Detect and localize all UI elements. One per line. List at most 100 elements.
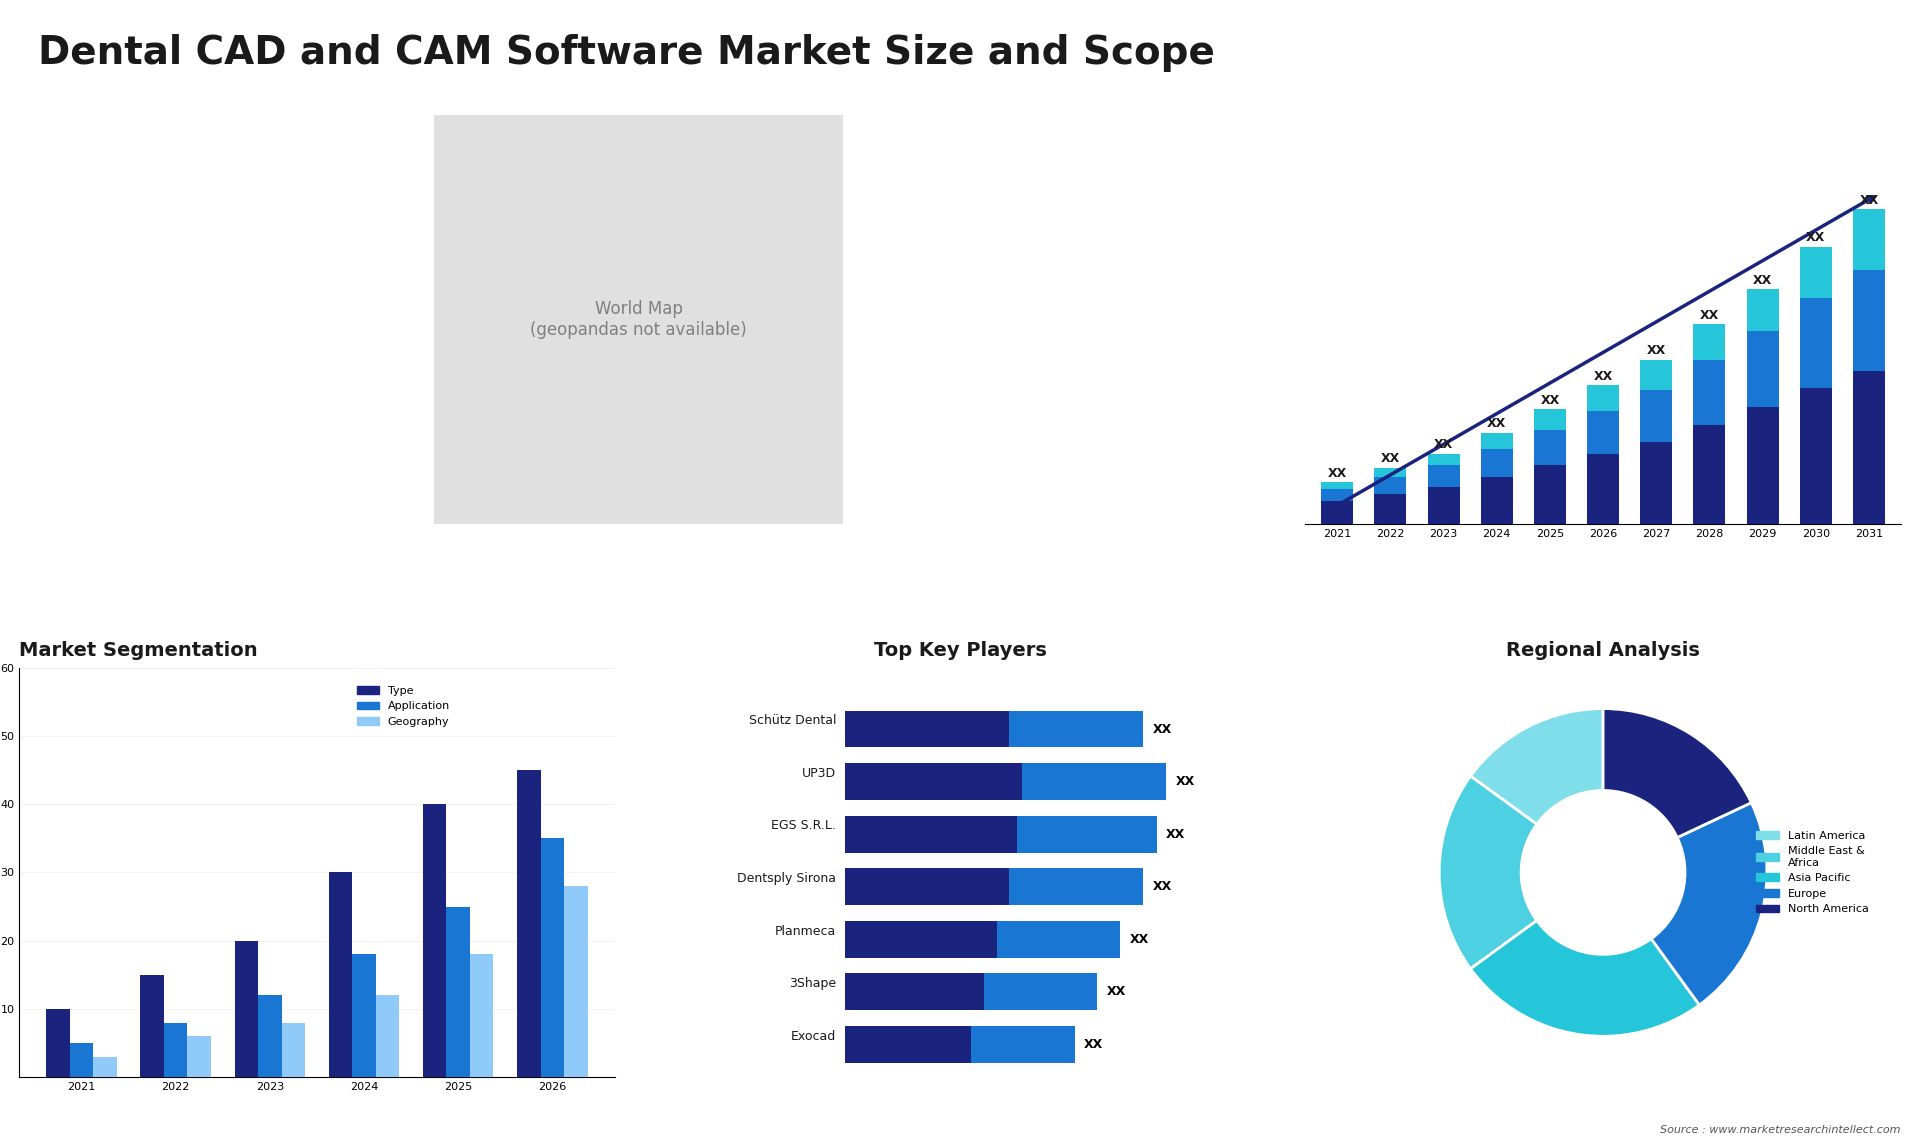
Wedge shape bbox=[1471, 920, 1699, 1036]
Bar bbox=[845, 973, 985, 1011]
Bar bbox=[1693, 425, 1726, 524]
Text: XX: XX bbox=[1647, 344, 1667, 358]
Text: XX: XX bbox=[1327, 466, 1348, 479]
Bar bbox=[470, 955, 493, 1077]
Bar bbox=[1480, 477, 1513, 524]
Wedge shape bbox=[1651, 802, 1766, 1005]
Text: XX: XX bbox=[1699, 309, 1718, 322]
Bar bbox=[376, 996, 399, 1077]
Bar bbox=[845, 816, 1018, 853]
Text: Schütz Dental: Schütz Dental bbox=[749, 714, 837, 728]
Text: XX: XX bbox=[1106, 986, 1125, 998]
Text: Planmeca: Planmeca bbox=[776, 925, 837, 937]
Text: XX: XX bbox=[1152, 722, 1171, 736]
Text: XX: XX bbox=[1152, 880, 1171, 893]
Bar bbox=[1640, 442, 1672, 524]
Bar bbox=[1640, 390, 1672, 442]
Text: XX: XX bbox=[1129, 933, 1148, 945]
Text: MARKET: MARKET bbox=[1734, 42, 1780, 53]
Bar bbox=[845, 763, 1021, 800]
Bar bbox=[94, 1057, 117, 1077]
Bar bbox=[564, 886, 588, 1077]
Text: XX: XX bbox=[1083, 1038, 1102, 1051]
Text: XX: XX bbox=[1540, 394, 1559, 407]
Bar bbox=[1534, 430, 1567, 465]
Bar bbox=[1010, 711, 1142, 747]
Bar bbox=[1747, 289, 1778, 331]
Text: XX: XX bbox=[1175, 775, 1194, 788]
Text: XX: XX bbox=[1380, 453, 1400, 465]
Text: Dental CAD and CAM Software Market Size and Scope: Dental CAD and CAM Software Market Size … bbox=[38, 34, 1215, 72]
Bar bbox=[1428, 487, 1459, 524]
Bar bbox=[1799, 246, 1832, 298]
Bar bbox=[1480, 449, 1513, 477]
Wedge shape bbox=[1471, 708, 1603, 824]
Bar bbox=[46, 1008, 69, 1077]
Wedge shape bbox=[1440, 776, 1536, 968]
Bar bbox=[1321, 489, 1354, 501]
Text: UP3D: UP3D bbox=[803, 767, 837, 780]
Bar bbox=[1375, 494, 1405, 524]
Text: Dentsply Sirona: Dentsply Sirona bbox=[737, 872, 837, 885]
Bar bbox=[1321, 482, 1354, 489]
Text: World Map
(geopandas not available): World Map (geopandas not available) bbox=[530, 300, 747, 339]
Bar bbox=[282, 1022, 305, 1077]
Bar bbox=[1853, 371, 1885, 524]
Bar bbox=[1588, 411, 1619, 454]
Text: XX: XX bbox=[1753, 274, 1772, 286]
Bar bbox=[351, 955, 376, 1077]
Bar bbox=[985, 973, 1098, 1011]
Bar bbox=[845, 921, 996, 958]
Bar bbox=[1021, 763, 1165, 800]
Bar bbox=[257, 996, 282, 1077]
Bar bbox=[541, 838, 564, 1077]
Bar bbox=[1375, 468, 1405, 477]
Bar bbox=[996, 921, 1119, 958]
Bar bbox=[516, 770, 541, 1077]
Text: Source : www.marketresearchintellect.com: Source : www.marketresearchintellect.com bbox=[1661, 1124, 1901, 1135]
Text: EGS S.R.L.: EGS S.R.L. bbox=[772, 819, 837, 832]
Wedge shape bbox=[1603, 708, 1751, 838]
Bar bbox=[1018, 816, 1158, 853]
Text: Exocad: Exocad bbox=[791, 1030, 837, 1043]
Bar bbox=[1747, 407, 1778, 524]
Text: XX: XX bbox=[1488, 417, 1507, 430]
Bar bbox=[69, 1043, 94, 1077]
Title: Top Key Players: Top Key Players bbox=[874, 642, 1046, 660]
Bar bbox=[1428, 465, 1459, 487]
Text: XX: XX bbox=[1434, 438, 1453, 452]
Bar bbox=[422, 804, 445, 1077]
Bar bbox=[1321, 501, 1354, 524]
Bar bbox=[445, 906, 470, 1077]
Text: 3Shape: 3Shape bbox=[789, 978, 837, 990]
Text: INTELLECT: INTELLECT bbox=[1728, 84, 1786, 94]
Bar bbox=[1853, 270, 1885, 371]
Bar bbox=[1428, 454, 1459, 465]
Bar bbox=[1853, 209, 1885, 270]
Bar bbox=[1534, 409, 1567, 430]
Bar bbox=[328, 872, 351, 1077]
Bar bbox=[1640, 360, 1672, 390]
Bar bbox=[845, 869, 1010, 905]
Bar bbox=[1693, 324, 1726, 360]
Bar bbox=[188, 1036, 211, 1077]
Text: XX: XX bbox=[1594, 370, 1613, 383]
Bar bbox=[1480, 432, 1513, 449]
Bar bbox=[845, 1026, 972, 1062]
Text: XX: XX bbox=[1859, 194, 1878, 206]
Legend: Latin America, Middle East &
Africa, Asia Pacific, Europe, North America: Latin America, Middle East & Africa, Asi… bbox=[1753, 826, 1872, 919]
Bar bbox=[845, 711, 1010, 747]
Text: XX: XX bbox=[1807, 231, 1826, 244]
Title: Regional Analysis: Regional Analysis bbox=[1505, 642, 1699, 660]
Bar bbox=[1799, 298, 1832, 387]
Bar bbox=[1010, 869, 1142, 905]
Bar bbox=[1588, 385, 1619, 411]
Bar bbox=[972, 1026, 1075, 1062]
Bar bbox=[163, 1022, 188, 1077]
Bar bbox=[234, 941, 257, 1077]
Bar bbox=[1747, 331, 1778, 407]
FancyBboxPatch shape bbox=[434, 115, 843, 524]
Text: Market Segmentation: Market Segmentation bbox=[19, 642, 257, 660]
Bar bbox=[140, 975, 163, 1077]
Bar bbox=[1588, 454, 1619, 524]
